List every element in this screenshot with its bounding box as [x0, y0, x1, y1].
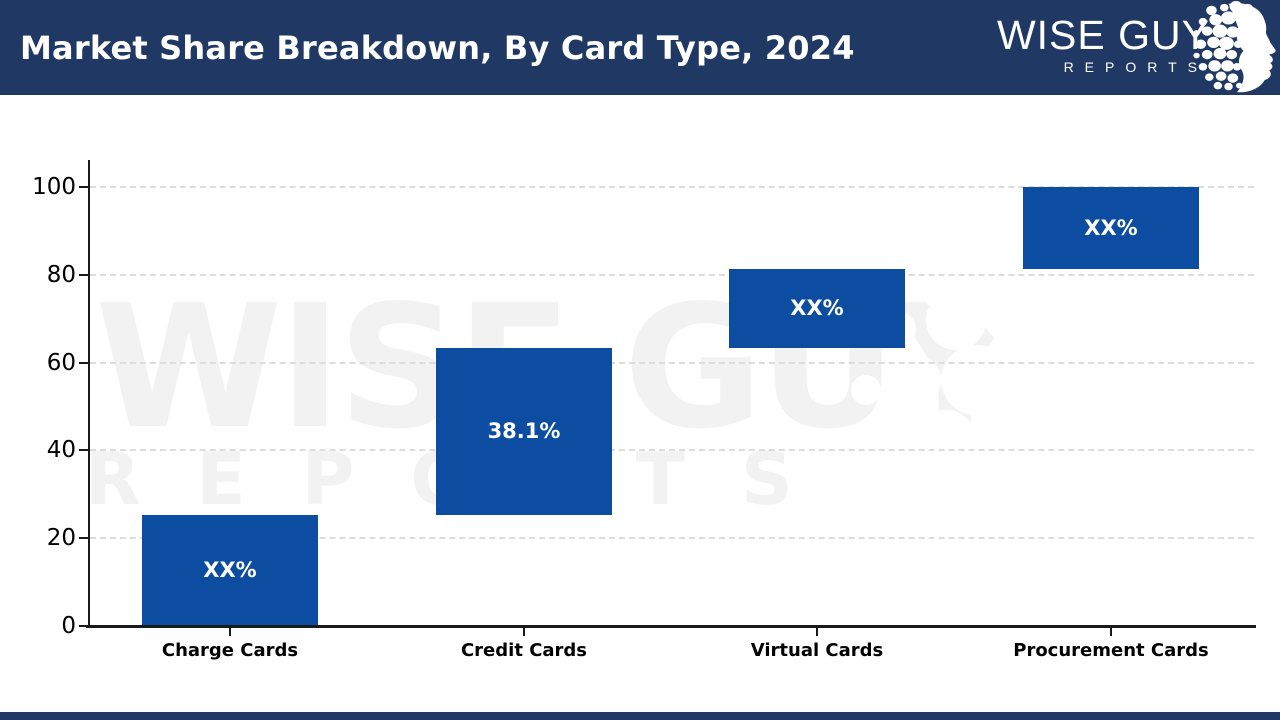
dotted-head-logo-icon [1193, 1, 1276, 93]
footer-bar [0, 712, 1280, 720]
header-bar: Market Share Breakdown, By Card Type, 20… [0, 0, 1280, 95]
bar-value-label: XX% [1084, 216, 1138, 241]
y-tick-label: 0 [61, 613, 76, 639]
bar: XX% [142, 514, 318, 626]
bar: XX% [1023, 187, 1199, 270]
y-tick-mark [79, 625, 88, 627]
x-tick-mark [816, 628, 818, 636]
bar: XX% [729, 269, 905, 348]
x-tick-mark [523, 628, 525, 636]
page-title: Market Share Breakdown, By Card Type, 20… [20, 28, 855, 67]
x-tick-mark [1110, 628, 1112, 636]
wise-guy-logo: WISE GUY REPORTS [997, 0, 1280, 95]
logo-tagline: REPORTS [1063, 59, 1208, 76]
y-tick-label: 100 [32, 174, 76, 200]
y-tick-mark [79, 449, 88, 452]
category-label: Procurement Cards [1013, 640, 1209, 661]
y-tick-mark [79, 361, 88, 364]
category-label: Credit Cards [460, 640, 588, 661]
gridline [90, 186, 1254, 188]
y-axis-spine [88, 160, 90, 628]
x-axis-line [86, 625, 1256, 628]
logo-name: WISE GUY [996, 12, 1210, 58]
bar-value-label: XX% [790, 296, 844, 321]
bar-value-label: XX% [203, 558, 257, 583]
gridline [90, 449, 1254, 452]
y-tick-mark [79, 186, 88, 188]
x-tick-mark [229, 628, 231, 636]
gridline [90, 361, 1254, 364]
bar-value-label: 38.1% [487, 419, 561, 444]
y-tick-mark [79, 273, 88, 276]
y-tick-label: 60 [46, 349, 76, 376]
gridline [90, 537, 1254, 540]
bar: 38.1% [436, 347, 612, 515]
logo-wordmark: WISE GUY REPORTS [996, 12, 1210, 76]
y-tick-label: 40 [46, 437, 76, 464]
gridline [90, 273, 1254, 276]
category-label: Virtual Cards [750, 640, 884, 661]
y-tick-label: 80 [46, 261, 76, 288]
y-tick-label: 20 [46, 525, 76, 552]
category-label: Charge Cards [161, 640, 299, 661]
y-tick-mark [79, 537, 88, 540]
